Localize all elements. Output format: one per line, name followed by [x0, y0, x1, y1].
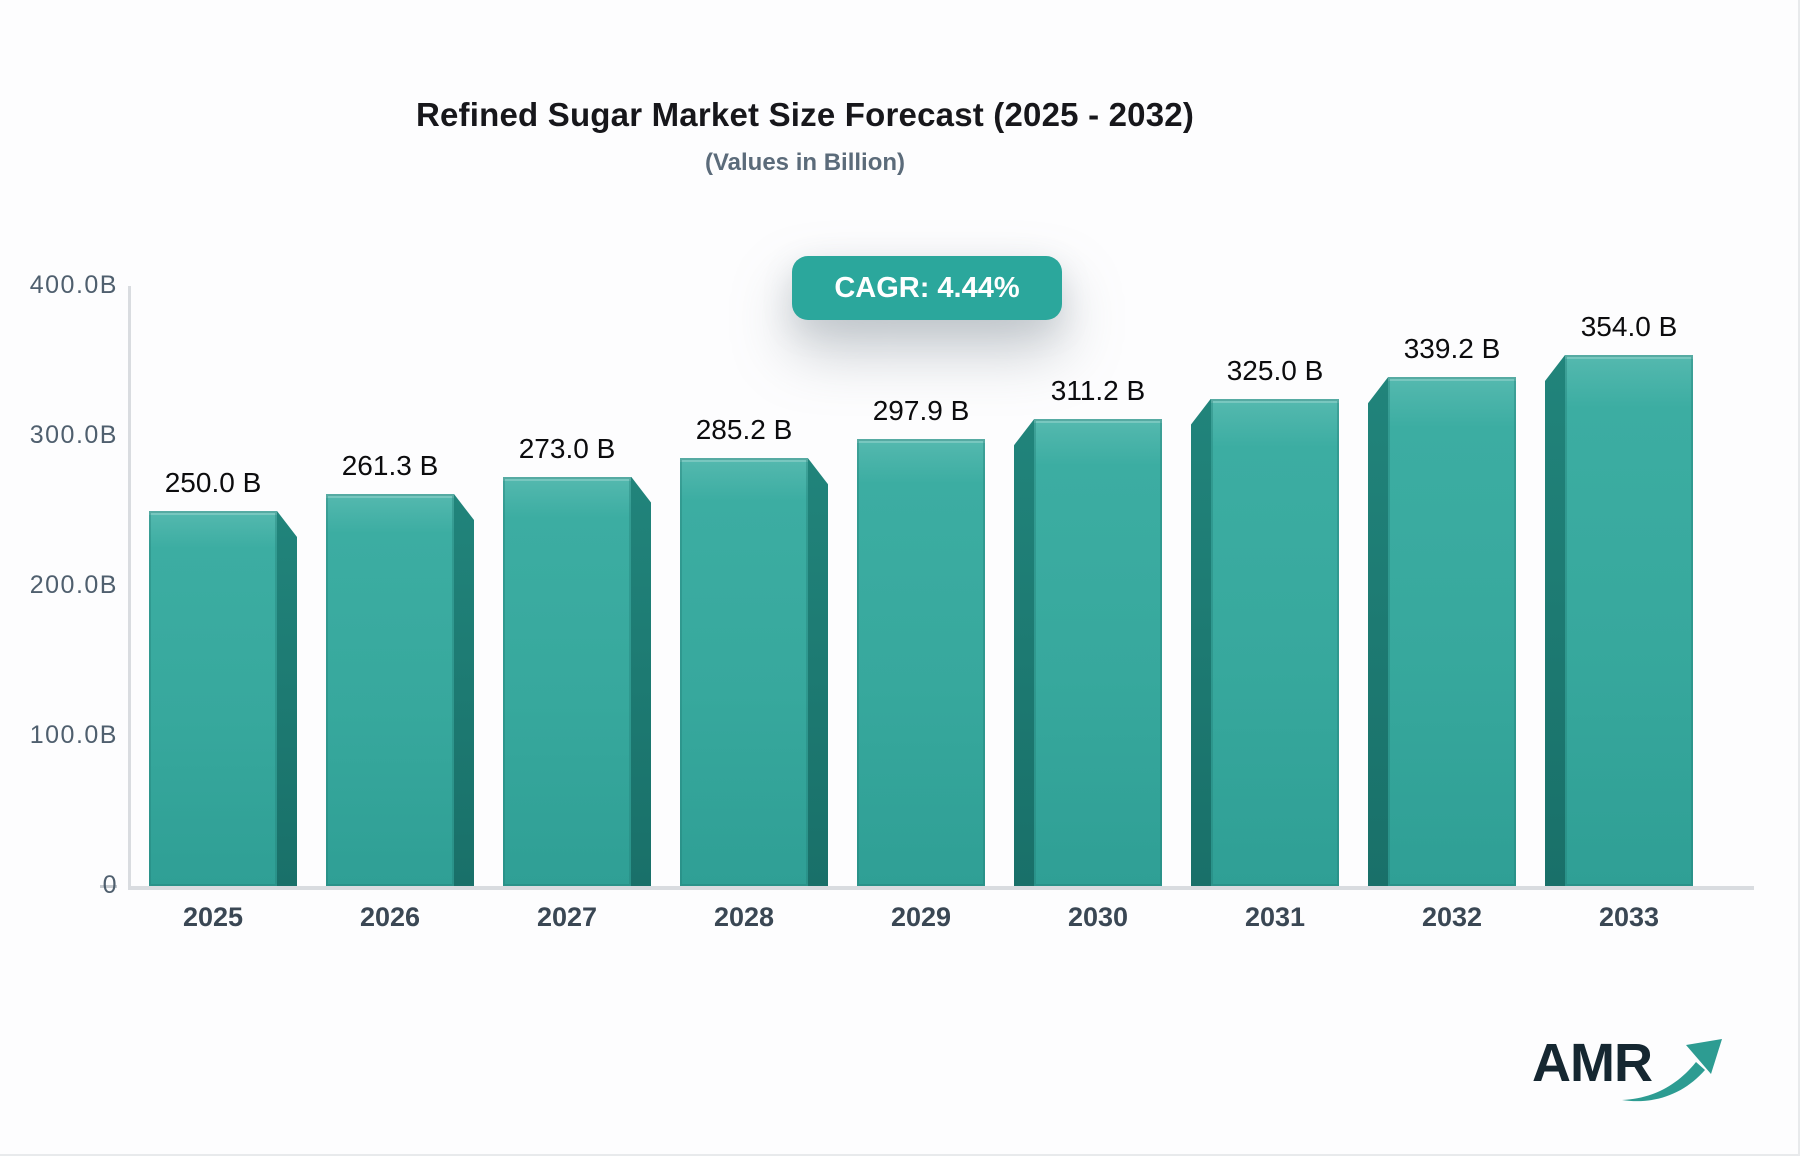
bar-side-2027	[631, 476, 651, 886]
x-tick-label-2032: 2032	[1421, 902, 1483, 932]
chart-subtitle: (Values in Billion)	[704, 149, 906, 176]
bar-value-label-2029: 297.9 B	[872, 395, 970, 427]
bar-value-label-2032: 339.2 B	[1403, 333, 1501, 365]
zero-tick-mark	[100, 885, 117, 888]
bar-value-label-2031: 325.0 B	[1226, 354, 1324, 386]
bar-side-2025	[277, 511, 297, 886]
bar-side-2030	[1014, 419, 1034, 886]
bar-2027	[503, 476, 631, 886]
x-tick-label-2025: 2025	[182, 902, 244, 932]
bar-value-label-2028: 285.2 B	[695, 414, 793, 446]
bar-2031	[1211, 398, 1339, 886]
bar-2025	[149, 511, 277, 886]
cagr-badge: CAGR: 4.44%	[792, 256, 1062, 320]
bar-2030	[1034, 419, 1162, 886]
bar-value-label-2030: 311.2 B	[1050, 375, 1146, 407]
x-tick-label-2030: 2030	[1067, 902, 1129, 932]
x-axis-line	[128, 886, 1754, 890]
cagr-badge-label: CAGR: 4.44%	[834, 271, 1020, 304]
bar-2026	[326, 494, 454, 886]
bar-2032	[1388, 377, 1516, 886]
chart-title: Refined Sugar Market Size Forecast (2025…	[415, 96, 1195, 133]
amr-logo: AMR	[1532, 1032, 1732, 1110]
x-tick-label-2026: 2026	[359, 902, 421, 932]
amr-logo-text: AMR	[1532, 1033, 1653, 1093]
bar-2028	[680, 458, 808, 886]
x-tick-label-2027: 2027	[536, 902, 598, 932]
bar-2029	[857, 439, 985, 886]
x-tick-label-2033: 2033	[1598, 902, 1660, 932]
bar-value-label-2026: 261.3 B	[341, 450, 439, 482]
bar-side-2028	[808, 458, 828, 886]
x-tick-label-2028: 2028	[713, 902, 775, 932]
bar-value-label-2025: 250.0 B	[164, 467, 262, 498]
y-tick-label-300: 300.0B	[29, 421, 118, 449]
bar-side-2031	[1191, 398, 1211, 886]
bar-side-2032	[1368, 377, 1388, 886]
y-tick-label-100: 100.0B	[29, 721, 118, 749]
y-tick-label-0: 0	[102, 871, 118, 899]
bar-value-label-2033: 354.0 B	[1580, 311, 1678, 342]
x-tick-label-2031: 2031	[1244, 902, 1306, 932]
x-tick-label-2029: 2029	[890, 902, 952, 932]
y-tick-label-400: 400.0B	[29, 271, 118, 299]
bar-side-2026	[454, 494, 474, 886]
y-axis-line	[128, 286, 131, 890]
bar-value-label-2027: 273.0 B	[518, 432, 616, 464]
bar-2033	[1565, 355, 1693, 886]
y-tick-label-200: 200.0B	[29, 571, 118, 599]
growth-arrow-icon	[1622, 1039, 1722, 1102]
bar-side-2033	[1545, 355, 1565, 886]
